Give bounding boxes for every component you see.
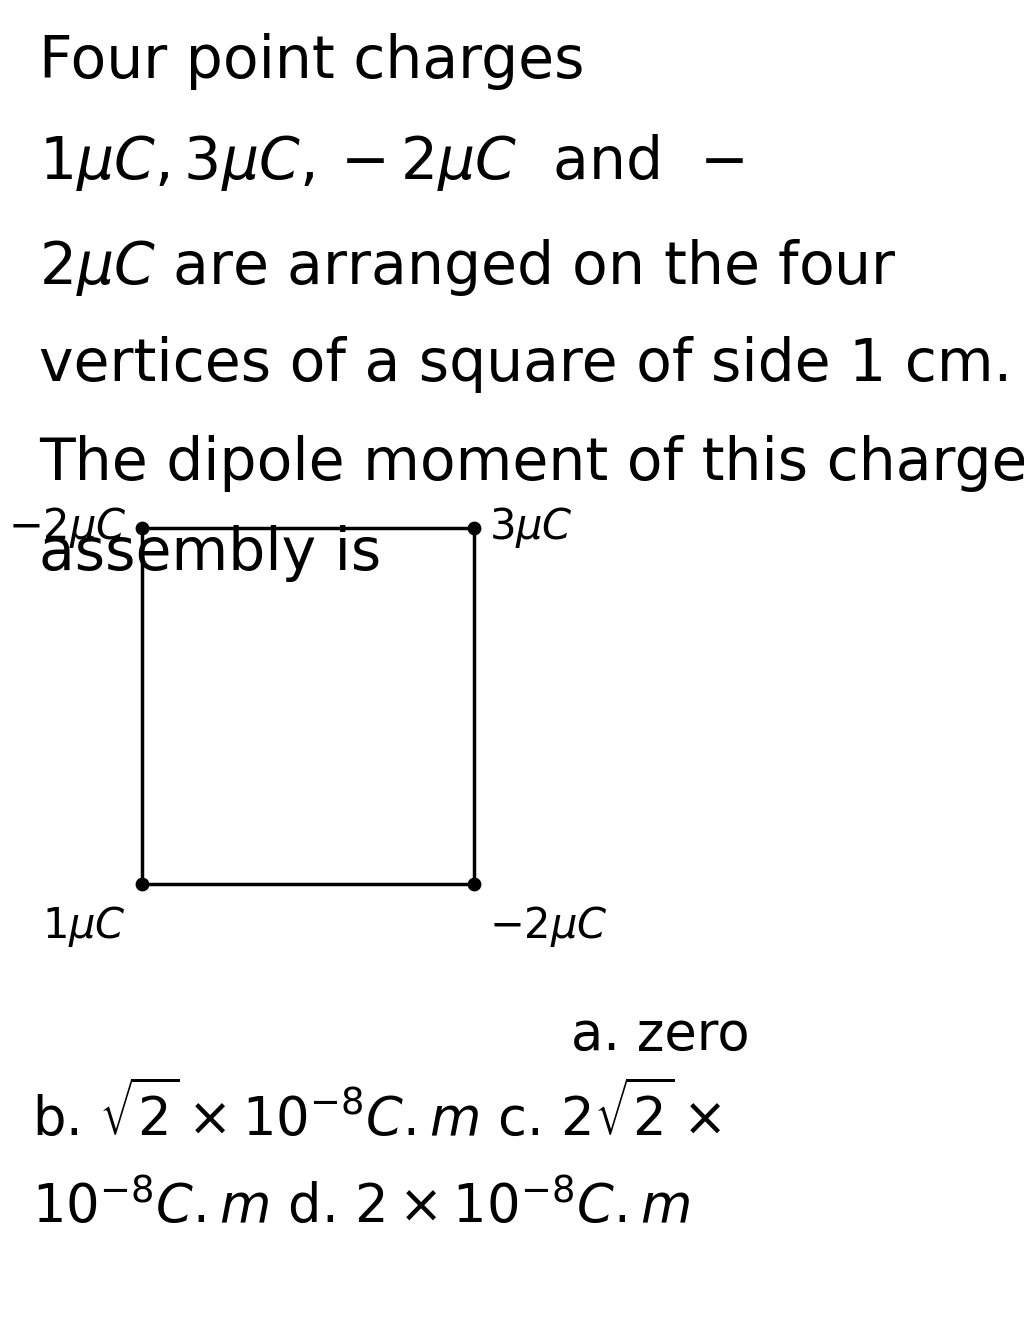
Text: The dipole moment of this charge: The dipole moment of this charge — [40, 435, 1024, 492]
Point — [466, 517, 482, 538]
Text: $-2\mu C$: $-2\mu C$ — [489, 904, 608, 948]
Point — [134, 517, 151, 538]
Text: $2\mu C$ are arranged on the four: $2\mu C$ are arranged on the four — [40, 237, 897, 298]
Text: $-2\mu C$: $-2\mu C$ — [7, 505, 126, 550]
Text: $1\mu C, 3\mu C, -2\mu C$  and  $-$: $1\mu C, 3\mu C, -2\mu C$ and $-$ — [40, 132, 744, 193]
Text: $3\mu C$: $3\mu C$ — [489, 505, 573, 550]
Bar — [142, 528, 474, 884]
Text: $1\mu C$: $1\mu C$ — [42, 904, 126, 948]
Text: Four point charges: Four point charges — [40, 33, 585, 90]
Text: b. $\sqrt{2} \times 10^{-8}C.m$ c. $2\sqrt{2} \times$: b. $\sqrt{2} \times 10^{-8}C.m$ c. $2\sq… — [32, 1083, 722, 1146]
Point — [466, 873, 482, 894]
Text: assembly is: assembly is — [40, 525, 382, 582]
Point — [134, 873, 151, 894]
Text: vertices of a square of side 1 cm.: vertices of a square of side 1 cm. — [40, 336, 1013, 393]
Text: a. zero: a. zero — [571, 1009, 750, 1062]
Text: $10^{-8}C.m$ d. $2 \times 10^{-8}C.m$: $10^{-8}C.m$ d. $2 \times 10^{-8}C.m$ — [32, 1181, 689, 1233]
